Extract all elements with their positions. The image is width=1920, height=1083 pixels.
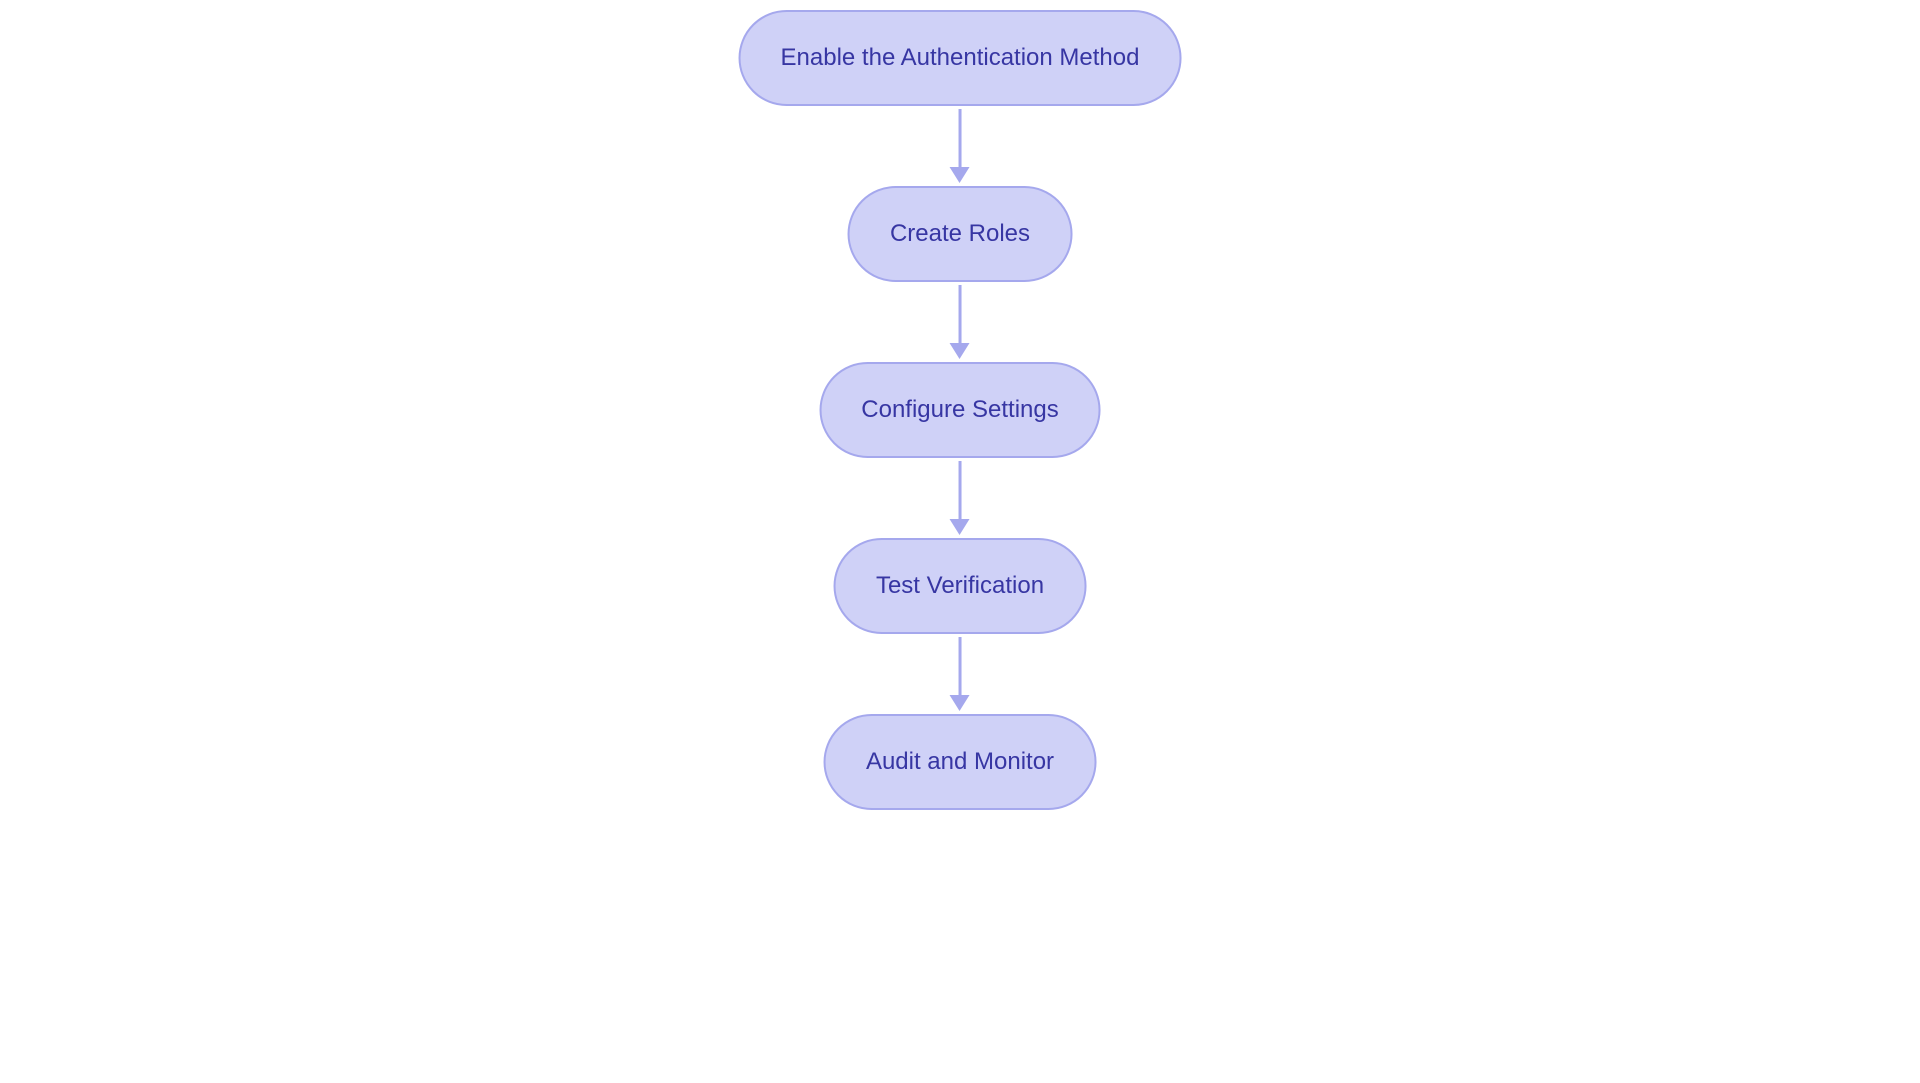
node-test-verification: Test Verification [834,538,1086,634]
flowchart-container: Enable the Authentication Method Create … [739,10,1182,810]
arrow-line [959,637,962,695]
arrow-line [959,285,962,343]
arrow-3 [950,458,970,538]
node-enable-auth: Enable the Authentication Method [739,10,1182,106]
arrow-line [959,461,962,519]
node-create-roles: Create Roles [848,186,1072,282]
arrow-line [959,109,962,167]
arrow-head-icon [950,343,970,359]
arrow-1 [950,106,970,186]
node-label: Configure Settings [861,396,1058,424]
arrow-2 [950,282,970,362]
node-label: Audit and Monitor [866,748,1054,776]
arrow-head-icon [950,167,970,183]
node-configure-settings: Configure Settings [819,362,1100,458]
arrow-head-icon [950,519,970,535]
node-label: Enable the Authentication Method [781,44,1140,72]
node-label: Test Verification [876,572,1044,600]
arrow-4 [950,634,970,714]
arrow-head-icon [950,695,970,711]
node-audit-monitor: Audit and Monitor [824,714,1096,810]
node-label: Create Roles [890,220,1030,248]
